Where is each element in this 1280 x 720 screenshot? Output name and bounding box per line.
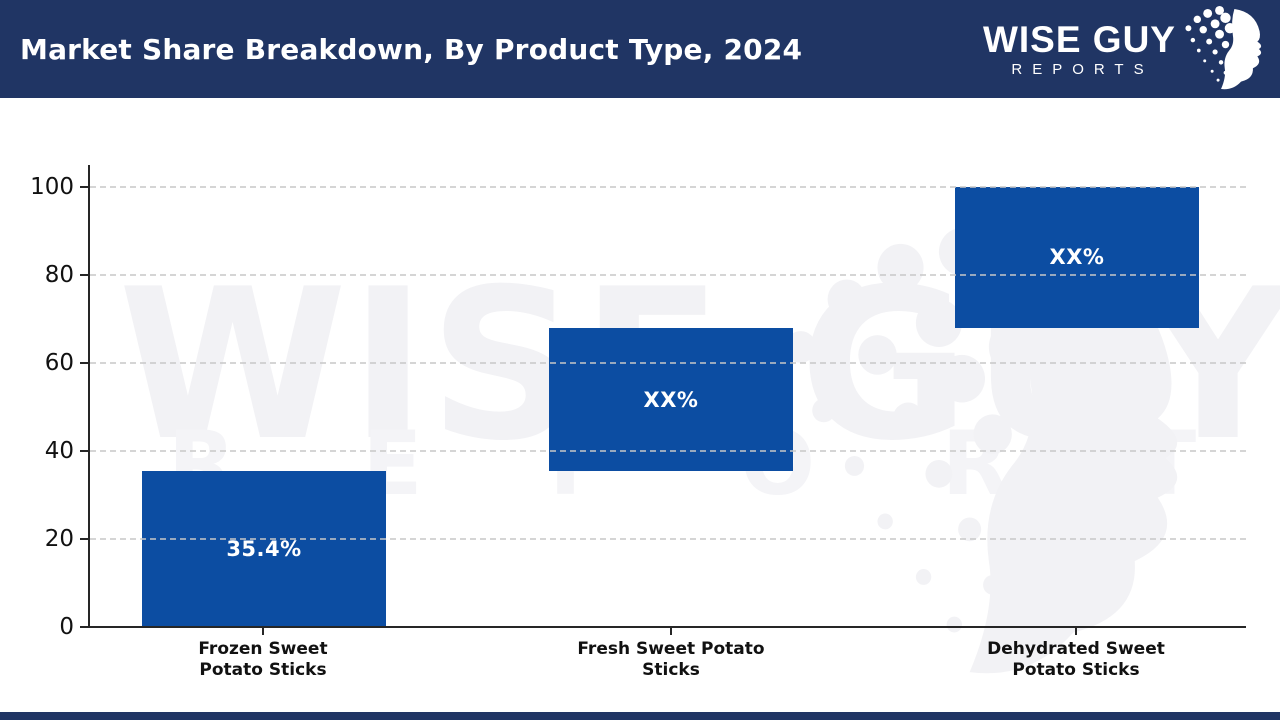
y-axis-tick [80, 450, 88, 452]
x-category-label: Dehydrated Sweet Potato Sticks [906, 639, 1246, 681]
x-axis-tick [1075, 628, 1077, 635]
x-category-label-line: Fresh Sweet Potato [577, 639, 765, 659]
brand-logo-text: WISE GUY REPORTS [983, 21, 1176, 77]
bar-value-label: XX% [1049, 245, 1105, 270]
y-axis-line [88, 165, 90, 627]
y-axis-tick [80, 274, 88, 276]
x-axis-tick [262, 628, 264, 635]
y-axis-tick [80, 626, 88, 628]
x-category-label-line: Potato Sticks [1012, 660, 1140, 680]
gridline [90, 538, 1246, 540]
header-bar: Market Share Breakdown, By Product Type,… [0, 0, 1280, 98]
brand-name: WISE GUY [982, 19, 1176, 60]
bar-value-label: 35.4% [226, 537, 302, 562]
gridline [90, 450, 1246, 452]
bar-segment: XX% [549, 327, 793, 472]
x-axis-tick [670, 628, 672, 635]
y-axis-tick-label: 40 [44, 438, 74, 464]
gridline [90, 362, 1246, 364]
bar-segment: XX% [955, 187, 1199, 328]
y-axis-tick [80, 186, 88, 188]
page-title: Market Share Breakdown, By Product Type,… [20, 32, 803, 66]
x-category-label-line: Potato Sticks [199, 660, 327, 680]
y-axis-tick-label: 0 [59, 614, 74, 640]
bar-segment: 35.4% [142, 471, 386, 627]
wise-guy-face-icon [1185, 6, 1262, 90]
brand-logo: WISE GUY REPORTS [983, 6, 1266, 92]
x-category-label-line: Dehydrated Sweet [987, 639, 1165, 659]
brand-subtitle: REPORTS [1011, 61, 1154, 78]
x-category-label: Fresh Sweet Potato Sticks [501, 639, 841, 681]
gridline [90, 186, 1246, 188]
y-axis-tick [80, 538, 88, 540]
y-axis-tick [80, 362, 88, 364]
bar-value-label: XX% [643, 387, 699, 412]
y-axis-tick-label: 60 [44, 350, 74, 376]
footer-bar [0, 712, 1280, 720]
x-category-label: Frozen Sweet Potato Sticks [93, 639, 433, 681]
x-category-label-line: Frozen Sweet [198, 639, 328, 659]
x-axis-line [88, 626, 1246, 628]
y-axis-tick-label: 80 [44, 262, 74, 288]
x-category-label-line: Sticks [642, 660, 700, 680]
gridline [90, 274, 1246, 276]
y-axis-tick-label: 20 [44, 526, 74, 552]
y-axis-tick-label: 100 [30, 174, 74, 200]
